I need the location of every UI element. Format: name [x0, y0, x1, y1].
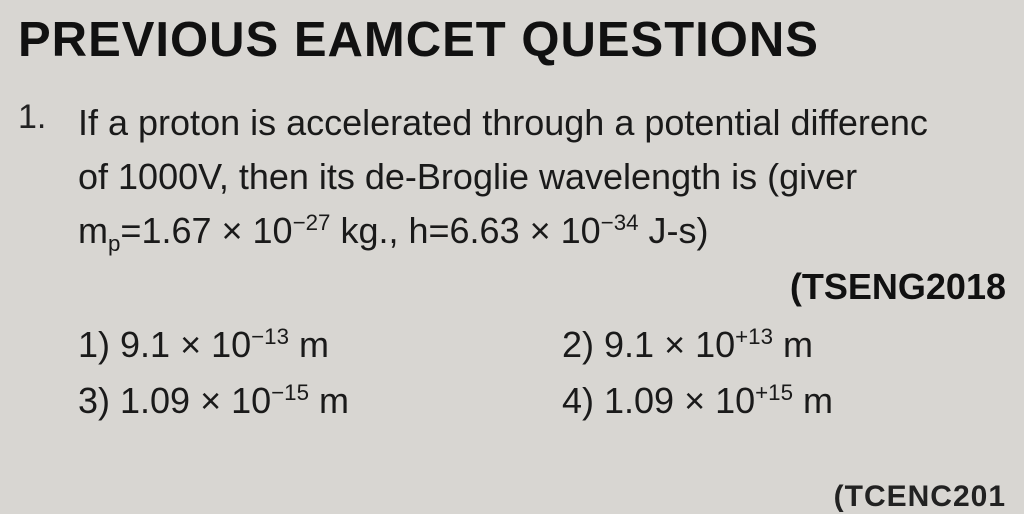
option-2-exp: +13 — [735, 324, 773, 349]
footer-cutoff-text: (TCENC201 — [834, 480, 1006, 514]
option-4-exp: +15 — [755, 380, 793, 405]
option-2-label: 2) — [562, 324, 604, 365]
question-line3-mid: =1.67 × 10 — [120, 210, 292, 251]
question-line3-exp1: −27 — [293, 210, 331, 235]
option-1: 1) 9.1 × 10−13 m — [78, 324, 522, 366]
question-line1: If a proton is accelerated through a pot… — [78, 102, 928, 143]
option-1-val: 9.1 × 10 — [120, 324, 251, 365]
option-1-unit: m — [289, 324, 329, 365]
option-4-unit: m — [793, 380, 833, 421]
question-line3-sub: p — [108, 231, 120, 256]
option-2: 2) 9.1 × 10+13 m — [562, 324, 1006, 366]
option-3-exp: −15 — [271, 380, 309, 405]
question-line3-mid2: kg., h=6.63 × 10 — [330, 210, 600, 251]
option-3: 3) 1.09 × 10−15 m — [78, 380, 522, 422]
question-line3-prefix: m — [78, 210, 108, 251]
page-title: PREVIOUS EAMCET QUESTIONS — [18, 12, 1006, 68]
option-1-exp: −13 — [251, 324, 289, 349]
option-3-val: 1.09 × 10 — [120, 380, 271, 421]
question-line3-exp2: −34 — [601, 210, 639, 235]
option-4-label: 4) — [562, 380, 604, 421]
options-grid: 1) 9.1 × 10−13 m 2) 9.1 × 10+13 m 3) 1.0… — [78, 324, 1006, 422]
question-body: If a proton is accelerated through a pot… — [78, 96, 1006, 314]
option-2-unit: m — [773, 324, 813, 365]
question-line2: of 1000V, then its de-Broglie wavelength… — [78, 156, 857, 197]
question-line3-suffix: J-s) — [639, 210, 709, 251]
question-number: 1. — [18, 96, 48, 314]
option-4-val: 1.09 × 10 — [604, 380, 755, 421]
option-3-label: 3) — [78, 380, 120, 421]
option-3-unit: m — [309, 380, 349, 421]
option-4: 4) 1.09 × 10+15 m — [562, 380, 1006, 422]
option-1-label: 1) — [78, 324, 120, 365]
option-2-val: 9.1 × 10 — [604, 324, 735, 365]
question-row: 1. If a proton is accelerated through a … — [18, 96, 1006, 314]
question-tag: (TSENG2018 — [78, 260, 1006, 314]
